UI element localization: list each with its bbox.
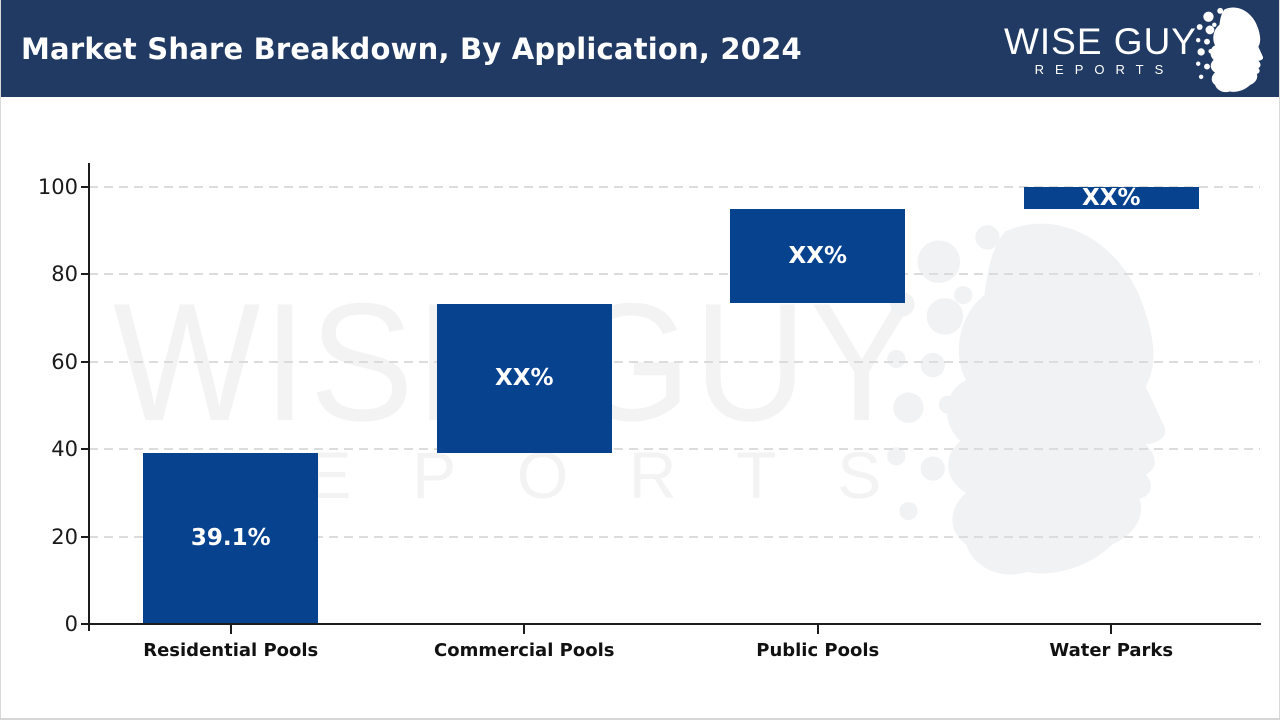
y-tick-label-100: 100 (37, 175, 78, 199)
bar-water-parks: XX% (1023, 184, 1199, 211)
y-tick-0 (81, 623, 89, 625)
y-tick-label-0: 0 (64, 612, 78, 636)
bar-value-label: XX% (1081, 184, 1141, 211)
bar-value-label: XX% (788, 242, 847, 269)
y-tick-100 (81, 186, 89, 188)
x-tick-label-3: Water Parks (1049, 640, 1174, 661)
bar-public-pools: XX% (730, 209, 906, 304)
y-tick-60 (81, 360, 89, 363)
bar-value-label: XX% (494, 364, 554, 391)
y-axis-spine (88, 163, 90, 631)
x-tick-label-2: Public Pools (756, 640, 880, 661)
bar-value-label: 39.1% (190, 525, 271, 552)
wiseguy-logo-line2: REPORTS (1034, 61, 1175, 77)
gridline-y80 (89, 273, 1260, 276)
x-tick-2 (816, 625, 819, 634)
gridline-y60 (89, 360, 1260, 363)
bar-commercial-pools: XX% (436, 303, 612, 454)
y-tick-40 (81, 448, 89, 451)
gridline-y40 (89, 448, 1260, 451)
x-tick-0 (229, 625, 232, 634)
y-tick-80 (81, 273, 89, 276)
header-band: Market Share Breakdown, By Application, … (1, 0, 1279, 97)
wiseguy-logo: WISE GUY REPORTS (1004, 4, 1275, 94)
bar-residential-pools: 39.1% (143, 453, 319, 624)
x-tick-1 (523, 625, 526, 634)
x-axis-spine (81, 623, 1261, 625)
y-tick-label-20: 20 (51, 524, 78, 549)
wiseguy-head-icon (1196, 7, 1264, 93)
y-tick-20 (81, 535, 89, 538)
wiseguy-logo-text: WISE GUY REPORTS (1004, 23, 1197, 76)
wiseguy-logo-line1: WISE GUY (1003, 20, 1197, 62)
x-tick-label-1: Commercial Pools (434, 640, 615, 661)
y-tick-label-80: 80 (51, 262, 78, 287)
watermark-head-icon (887, 223, 1166, 575)
gridline-y100 (89, 186, 1260, 188)
x-tick-3 (1110, 625, 1113, 634)
page-title: Market Share Breakdown, By Application, … (21, 31, 802, 66)
x-tick-label-0: Residential Pools (143, 640, 319, 661)
y-tick-label-40: 40 (51, 437, 78, 462)
gridline-y20 (89, 535, 1260, 538)
y-tick-label-60: 60 (51, 349, 78, 374)
